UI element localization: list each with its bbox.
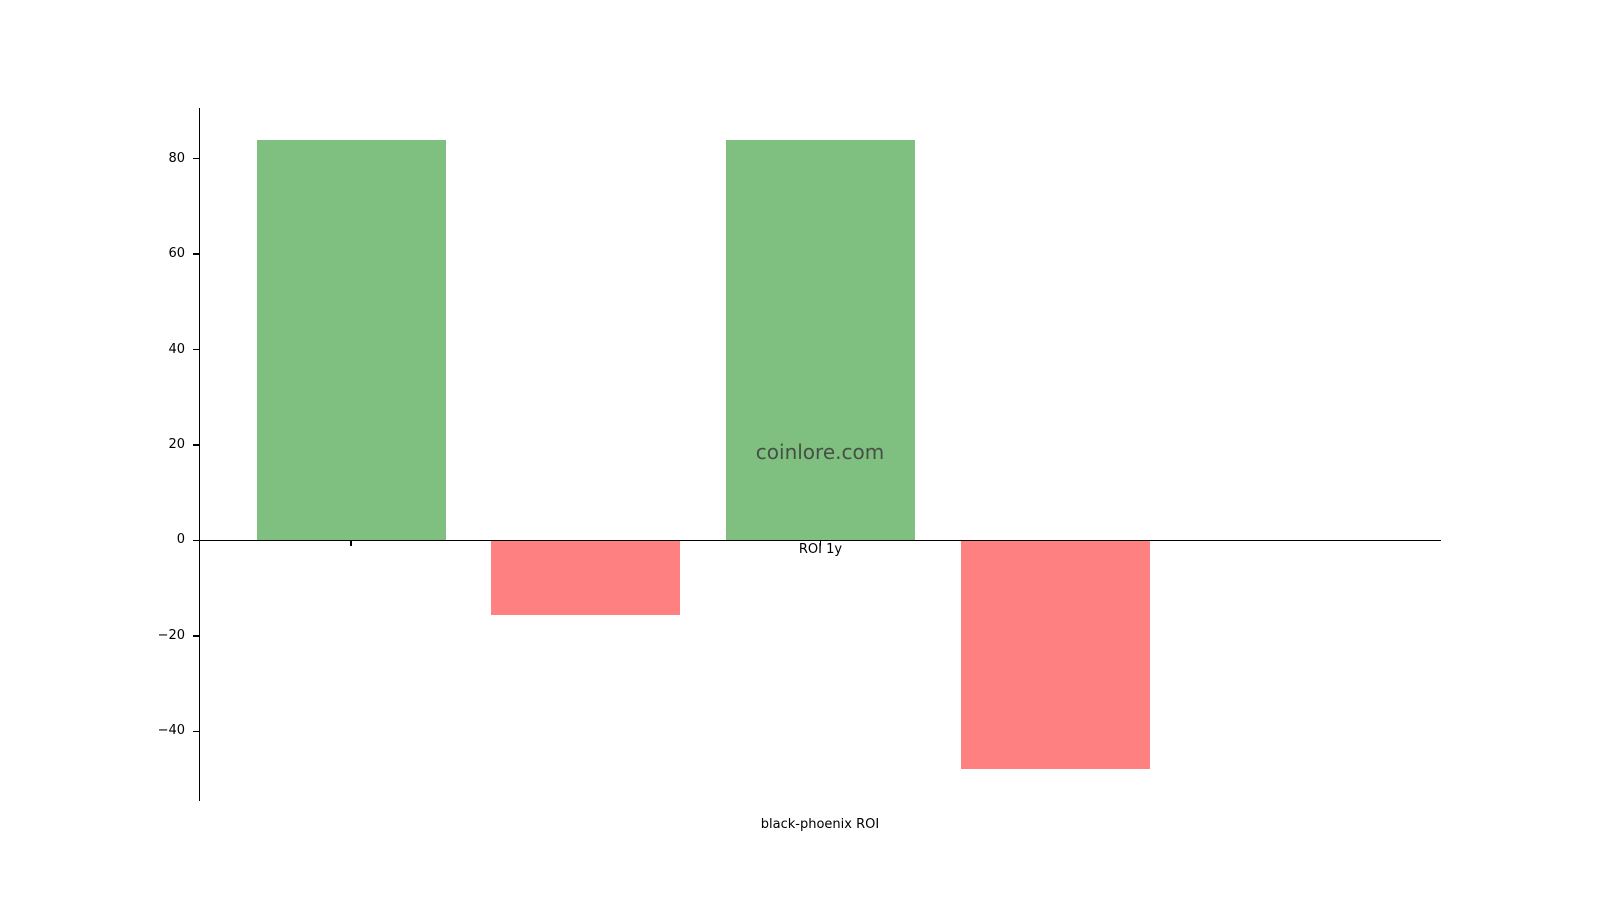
y-tick: [192, 444, 199, 446]
y-tick: [192, 635, 199, 637]
y-tick-label: 40: [168, 341, 185, 357]
bar-negative: [491, 540, 681, 616]
y-tick-label: 60: [168, 246, 185, 262]
y-tick-label: −20: [157, 627, 185, 643]
x-tick: [350, 540, 352, 547]
y-tick-label: 20: [168, 436, 185, 452]
y-tick-label: 0: [176, 532, 185, 548]
y-tick: [192, 539, 199, 542]
x-tick-label: ROI 1y: [798, 542, 843, 558]
y-tick: [192, 253, 199, 255]
x-tick: [819, 540, 822, 547]
bar-positive: [726, 139, 915, 541]
bar-positive: [256, 139, 446, 541]
x-axis-title: black-phoenix ROI: [760, 817, 880, 832]
watermark-text: coinlore.com: [755, 440, 885, 464]
y-tick: [192, 157, 199, 160]
y-axis-spine: [198, 108, 200, 801]
y-tick: [192, 730, 199, 733]
bar-negative: [960, 540, 1150, 770]
y-tick-label: −40: [157, 723, 185, 739]
y-tick: [192, 348, 199, 351]
y-tick-label: 80: [168, 150, 185, 166]
